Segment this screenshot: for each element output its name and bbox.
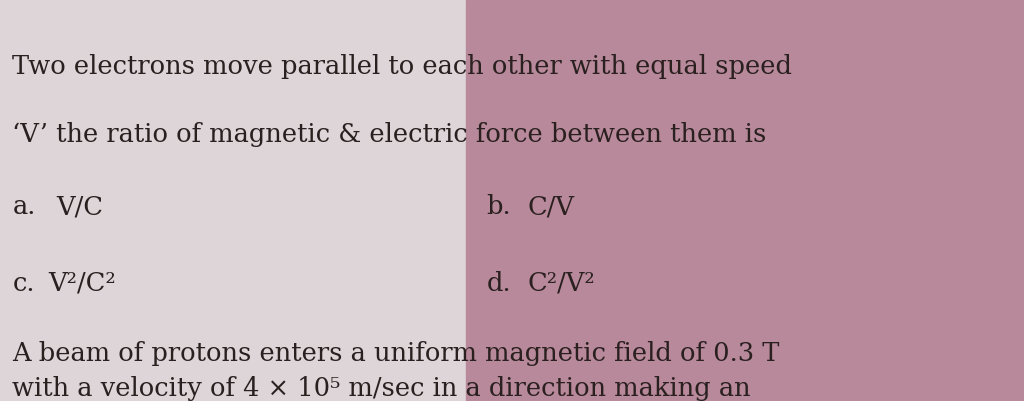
- Bar: [466, 0, 1024, 401]
- Text: V/C: V/C: [56, 194, 103, 219]
- Text: A beam of protons enters a uniform magnetic field of 0.3 T: A beam of protons enters a uniform magne…: [12, 341, 779, 366]
- Text: C²/V²: C²/V²: [527, 271, 595, 296]
- Text: Two electrons move parallel to each other with equal speed: Two electrons move parallel to each othe…: [12, 54, 793, 79]
- Text: a.: a.: [12, 194, 36, 219]
- Text: V²/C²: V²/C²: [48, 271, 116, 296]
- Text: d.: d.: [486, 271, 511, 296]
- Text: with a velocity of 4 × 10⁵ m/sec in a direction making an: with a velocity of 4 × 10⁵ m/sec in a di…: [12, 376, 751, 401]
- Text: C/V: C/V: [527, 194, 574, 219]
- Text: c.: c.: [12, 271, 35, 296]
- Text: ‘V’ the ratio of magnetic & electric force between them is: ‘V’ the ratio of magnetic & electric for…: [12, 122, 767, 147]
- Text: b.: b.: [486, 194, 511, 219]
